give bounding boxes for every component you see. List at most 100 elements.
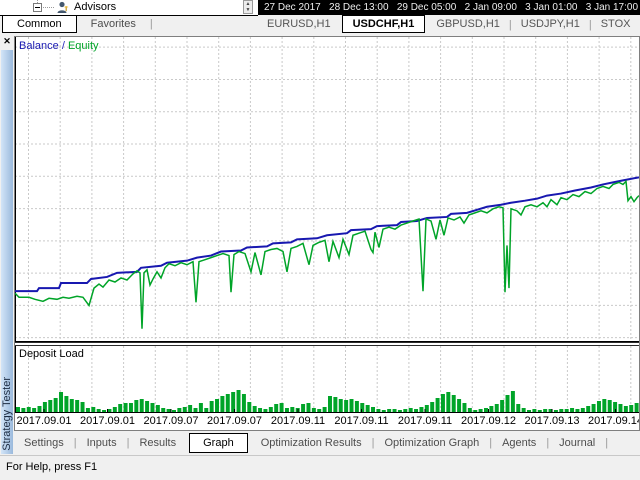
deposit-load-bar bbox=[42, 402, 47, 412]
deposit-load-bar bbox=[618, 404, 623, 412]
tab-separator: | bbox=[508, 19, 512, 31]
deposit-load-bar bbox=[102, 410, 107, 412]
deposit-load-bar bbox=[521, 408, 526, 412]
deposit-load-bar bbox=[220, 396, 225, 412]
tab-common[interactable]: Common bbox=[2, 16, 77, 33]
deposit-load-bar bbox=[607, 400, 612, 412]
deposit-load-bar bbox=[328, 396, 332, 412]
x-axis-tick-label: 2017.09.12 bbox=[460, 415, 517, 427]
navigator-tree-row[interactable]: Advisors ▲ ▼ bbox=[0, 0, 258, 16]
deposit-load-bar bbox=[516, 404, 521, 412]
deposit-load-bar bbox=[629, 405, 634, 412]
balance-line bbox=[15, 177, 639, 291]
navigator-scrollbar[interactable]: ▲ ▼ bbox=[243, 0, 253, 14]
chart-tab-gbpusd-h1[interactable]: GBPUSD,H1 bbox=[436, 18, 500, 30]
deposit-load-bar bbox=[188, 405, 193, 412]
tab-favorites[interactable]: Favorites bbox=[90, 18, 136, 30]
deposit-load-bar bbox=[118, 404, 123, 412]
tester-tabs: Settings | Inputs | Results Graph Optimization… bbox=[0, 431, 640, 455]
deposit-load-bar bbox=[451, 395, 456, 412]
advisors-icon bbox=[56, 0, 70, 14]
chart-tab-usdjpy-h1[interactable]: USDJPY,H1 bbox=[520, 18, 580, 30]
tree-item-advisors[interactable]: Advisors bbox=[74, 1, 117, 13]
deposit-load-bar bbox=[231, 392, 236, 412]
chart-tab-stox[interactable]: STOX bbox=[600, 18, 631, 30]
scroll-up-icon[interactable]: ▲ bbox=[245, 1, 251, 7]
deposit-load-bar bbox=[333, 397, 338, 412]
x-axis-tick-label: 2017.09.01 bbox=[79, 415, 136, 427]
deposit-load-plot bbox=[15, 346, 639, 412]
tester-tab-journal[interactable]: Journal bbox=[559, 437, 596, 449]
deposit-load-bar bbox=[225, 394, 230, 412]
deposit-load-bar bbox=[478, 409, 483, 412]
deposit-load-bar bbox=[252, 406, 257, 412]
deposit-load-bar bbox=[85, 408, 90, 412]
deposit-load-bar bbox=[360, 403, 365, 412]
tester-tab-settings[interactable]: Settings bbox=[24, 437, 64, 449]
deposit-load-bar bbox=[403, 409, 408, 412]
deposit-load-bar bbox=[537, 410, 542, 412]
deposit-load-bar bbox=[198, 403, 203, 412]
tester-tab-agents[interactable]: Agents bbox=[502, 437, 537, 449]
deposit-load-bar bbox=[613, 402, 618, 412]
deposit-load-bar bbox=[408, 408, 413, 412]
tester-tab-results[interactable]: Results bbox=[139, 437, 177, 449]
deposit-load-bar bbox=[32, 408, 37, 412]
deposit-load-bar bbox=[59, 392, 64, 412]
tester-tab-optimization-graph[interactable]: Optimization Graph bbox=[384, 437, 480, 449]
deposit-load-chart[interactable]: Deposit Load bbox=[15, 346, 639, 412]
deposit-load-bar bbox=[134, 400, 139, 412]
time-label: 3 Jan 17:00 bbox=[585, 2, 638, 13]
deposit-load-bar bbox=[365, 405, 370, 412]
scroll-down-icon[interactable]: ▼ bbox=[245, 7, 251, 13]
deposit-load-bar bbox=[241, 394, 246, 412]
tester-tab-optimization-results[interactable]: Optimization Results bbox=[260, 437, 362, 449]
x-axis-labels: 2017.09.01 2017.09.01 2017.09.07 2017.09.07… bbox=[15, 412, 639, 430]
deposit-load-bar bbox=[274, 404, 279, 412]
deposit-load-bar bbox=[258, 408, 263, 412]
deposit-load-bar bbox=[354, 401, 359, 412]
deposit-load-bar bbox=[204, 408, 209, 412]
equity-line bbox=[15, 181, 639, 328]
tester-tab-inputs[interactable]: Inputs bbox=[86, 437, 117, 449]
tree-collapse-icon[interactable] bbox=[33, 3, 42, 12]
time-label: 3 Jan 01:00 bbox=[525, 2, 578, 13]
deposit-load-bar bbox=[263, 409, 268, 412]
deposit-load-bar bbox=[532, 409, 537, 412]
deposit-load-bar bbox=[559, 409, 564, 412]
deposit-load-bar bbox=[553, 410, 558, 412]
x-axis-tick-label: 2017.09.07 bbox=[206, 415, 263, 427]
close-icon[interactable]: ✕ bbox=[3, 36, 11, 46]
deposit-load-bar bbox=[634, 403, 639, 412]
deposit-load-bar bbox=[112, 407, 117, 412]
time-label: 29 Dec 05:00 bbox=[396, 2, 457, 13]
deposit-load-bar bbox=[75, 400, 80, 412]
deposit-load-bar bbox=[527, 410, 532, 412]
balance-equity-chart[interactable]: Balance / Equity bbox=[15, 37, 639, 342]
deposit-load-bar bbox=[564, 409, 569, 412]
deposit-load-bar bbox=[311, 408, 316, 412]
deposit-load-bar bbox=[53, 398, 58, 412]
chart-tab-eurusd-h1[interactable]: EURUSD,H1 bbox=[267, 18, 331, 30]
deposit-load-bar bbox=[268, 407, 273, 412]
tester-tab-graph[interactable]: Graph bbox=[189, 433, 248, 453]
x-axis-tick-label: 2017.09.07 bbox=[143, 415, 199, 427]
deposit-load-bar bbox=[430, 402, 435, 412]
tree-connector-line bbox=[37, 0, 38, 3]
pane-splitter[interactable] bbox=[15, 342, 639, 346]
deposit-load-bar bbox=[435, 398, 440, 412]
deposit-load-bar bbox=[172, 410, 176, 412]
panel-title-bar[interactable]: Strategy Tester bbox=[1, 50, 13, 454]
deposit-load-bar bbox=[123, 403, 128, 412]
deposit-load-bar bbox=[397, 410, 402, 412]
deposit-load-bar bbox=[484, 408, 488, 412]
navigator-panel: Advisors ▲ ▼ Common Favorites | bbox=[0, 0, 258, 33]
chart-tab-usdchf-h1[interactable]: USDCHF,H1 bbox=[341, 15, 426, 33]
deposit-load-bar bbox=[107, 409, 112, 412]
deposit-load-bar bbox=[510, 391, 515, 412]
deposit-load-bar bbox=[570, 408, 575, 412]
time-label: 2 Jan 09:00 bbox=[464, 2, 517, 13]
deposit-load-bar bbox=[580, 408, 585, 412]
deposit-load-bar bbox=[623, 406, 628, 412]
